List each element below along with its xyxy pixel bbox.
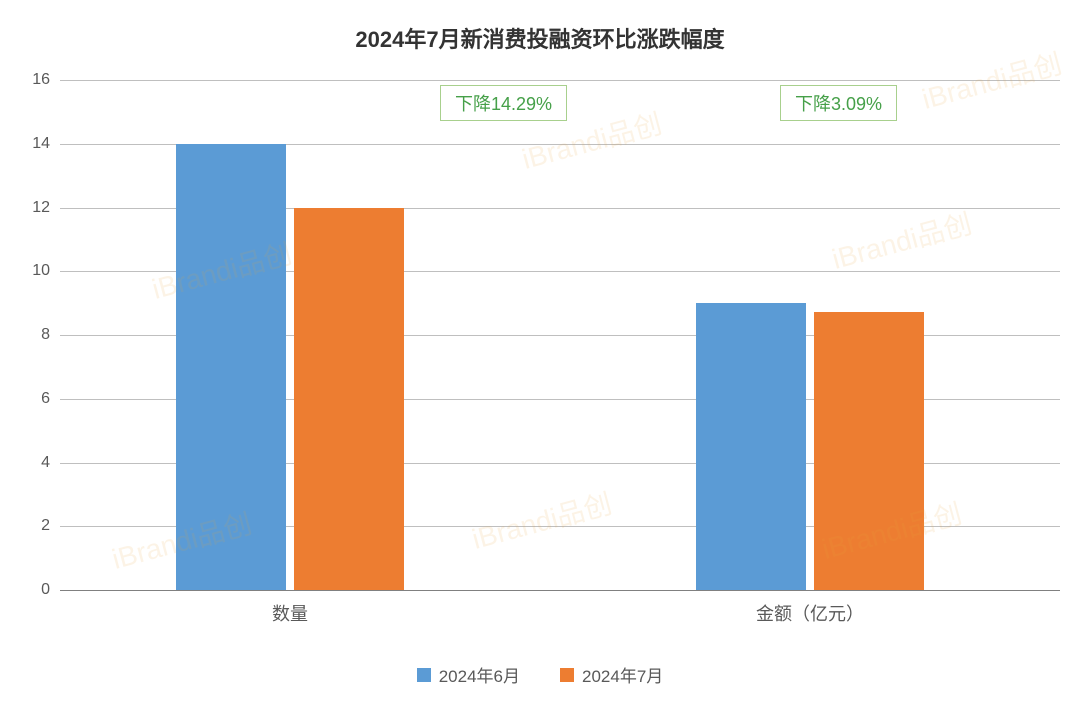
y-axis-tick-label: 14 xyxy=(32,135,50,153)
y-axis-tick-label: 2 xyxy=(41,517,50,535)
gridline xyxy=(60,80,1060,81)
legend-label: 2024年6月 xyxy=(439,662,520,687)
chart-title: 2024年7月新消费投融资环比涨跌幅度 xyxy=(0,22,1080,54)
bar xyxy=(814,312,924,590)
x-axis-category-label: 金额（亿元） xyxy=(756,600,864,626)
y-axis-tick-label: 16 xyxy=(32,71,50,89)
y-axis-tick-label: 10 xyxy=(32,262,50,280)
y-axis-tick-label: 6 xyxy=(41,390,50,408)
legend-label: 2024年7月 xyxy=(582,662,663,687)
y-axis-tick-label: 8 xyxy=(41,326,50,344)
y-axis-tick-label: 4 xyxy=(41,454,50,472)
legend-swatch xyxy=(417,668,431,682)
y-axis-tick-label: 12 xyxy=(32,199,50,217)
bar xyxy=(696,303,806,590)
legend-swatch xyxy=(560,668,574,682)
legend-item: 2024年6月 xyxy=(417,662,520,687)
gridline xyxy=(60,590,1060,591)
legend: 2024年6月 2024年7月 xyxy=(0,662,1080,687)
plot-area: 0246810121416数量金额（亿元）下降14.29%下降3.09% xyxy=(60,80,1060,590)
legend-item: 2024年7月 xyxy=(560,662,663,687)
bar xyxy=(294,208,404,591)
chart-container: 2024年7月新消费投融资环比涨跌幅度 0 2 4 6 8 10 12 14 16 数量 金额（亿元… xyxy=(0,0,1080,705)
x-axis-category-label: 数量 xyxy=(272,600,308,626)
bar xyxy=(176,144,286,590)
y-axis-tick-label: 0 xyxy=(41,581,50,599)
callout-label: 下降3.09% xyxy=(780,85,897,121)
callout-label: 下降14.29% xyxy=(440,85,567,121)
